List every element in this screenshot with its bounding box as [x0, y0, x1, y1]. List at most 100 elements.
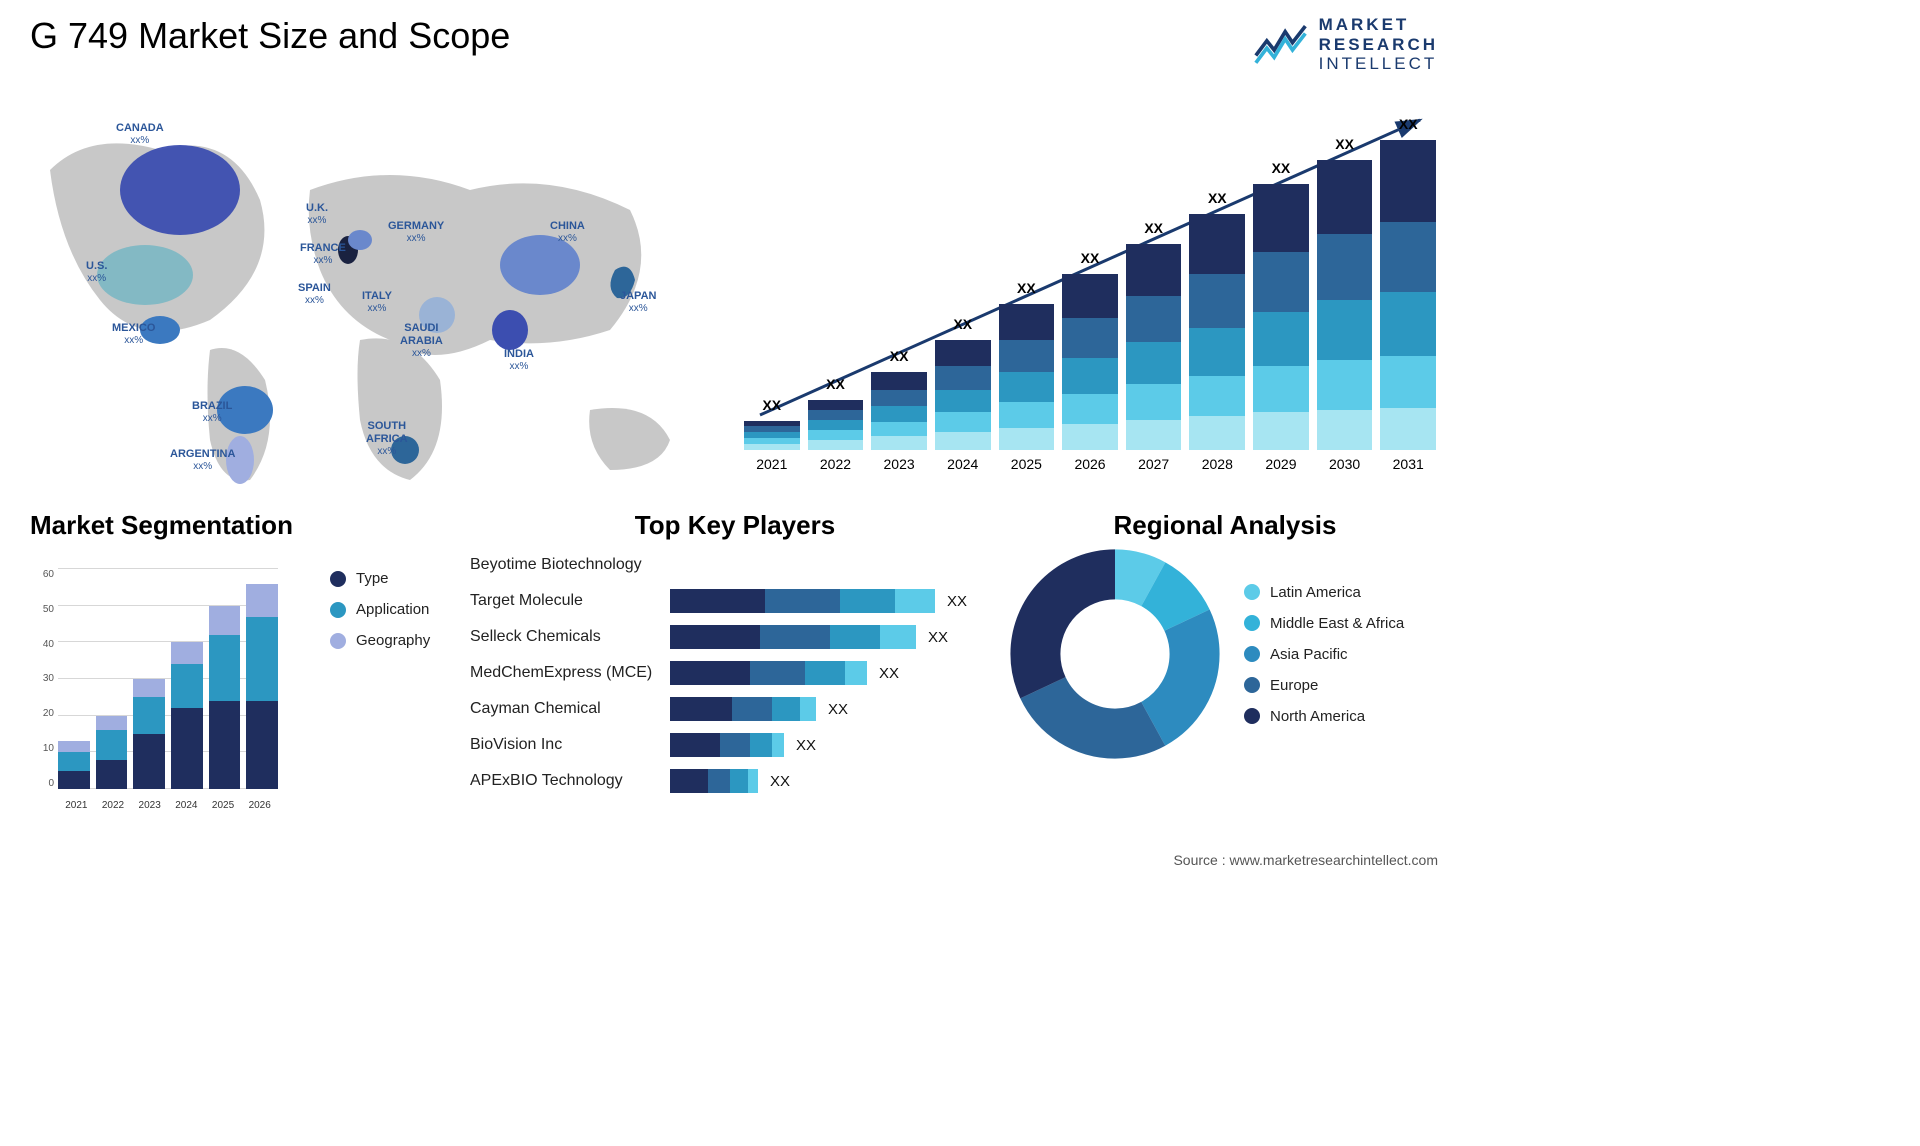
logo-text-3: INTELLECT	[1319, 54, 1438, 74]
stacked-bar-seg	[871, 390, 927, 406]
map-label-south-africa: SOUTHAFRICAxx%	[366, 420, 408, 458]
stacked-bar-seg	[1253, 184, 1309, 252]
map-label-france: FRANCExx%	[300, 242, 346, 267]
stacked-bar-seg	[935, 390, 991, 412]
seg-bar-seg	[133, 734, 165, 789]
stacked-bar-col: XX	[935, 340, 991, 450]
stacked-x-label: 2022	[804, 450, 868, 480]
stacked-x-label: 2030	[1313, 450, 1377, 480]
stacked-bar-seg	[1062, 274, 1118, 318]
map-label-saudi-arabia: SAUDIARABIAxx%	[400, 322, 443, 360]
stacked-bar-seg	[808, 410, 864, 420]
seg-bars	[58, 569, 278, 789]
seg-x-label: 2025	[205, 800, 242, 811]
legend-dot	[1244, 615, 1260, 631]
stacked-bar-seg	[999, 340, 1055, 372]
player-bar-seg	[670, 769, 708, 793]
player-value: XX	[796, 737, 816, 754]
seg-bar-seg	[171, 664, 203, 708]
stacked-bar-top-label: XX	[1253, 160, 1309, 176]
seg-x-label: 2021	[58, 800, 95, 811]
stacked-bar-col: XX	[1062, 274, 1118, 450]
player-bar-seg	[750, 733, 772, 757]
stacked-bar-seg	[1126, 342, 1182, 384]
brand-logo: MARKET RESEARCH INTELLECT	[1254, 15, 1438, 74]
stacked-x-label: 2023	[867, 450, 931, 480]
seg-bar-seg	[171, 642, 203, 664]
logo-icon	[1254, 22, 1309, 67]
player-bar-seg	[730, 769, 748, 793]
player-row: BioVision IncXX	[470, 727, 1000, 763]
player-value: XX	[828, 701, 848, 718]
seg-y-labels: 0102030405060	[30, 569, 54, 789]
players-section: Top Key Players Beyotime BiotechnologyTa…	[470, 510, 1000, 830]
segmentation-title: Market Segmentation	[30, 510, 450, 541]
stacked-bar-seg	[1189, 274, 1245, 328]
player-bar-seg	[830, 625, 880, 649]
stacked-bar-col: XX	[999, 304, 1055, 450]
player-bar-seg	[720, 733, 750, 757]
player-value: XX	[928, 629, 948, 646]
stacked-bars: XXXXXXXXXXXXXXXXXXXXXX	[740, 130, 1440, 450]
seg-bar-seg	[133, 697, 165, 734]
player-bar-seg	[840, 589, 895, 613]
player-bar	[670, 697, 816, 721]
player-bar	[670, 625, 916, 649]
stacked-bar-top-label: XX	[871, 348, 927, 364]
regional-legend-item: North America	[1244, 708, 1404, 725]
seg-bar-col	[246, 584, 278, 789]
stacked-bar-seg	[999, 304, 1055, 340]
stacked-bar-seg	[1253, 412, 1309, 450]
stacked-bar-col: XX	[871, 372, 927, 450]
player-bar-seg	[732, 697, 772, 721]
stacked-bar-seg	[999, 372, 1055, 402]
seg-bar-col	[133, 679, 165, 789]
regional-donut	[1010, 549, 1220, 759]
seg-bar-seg	[171, 708, 203, 789]
player-name: Target Molecule	[470, 592, 670, 610]
stacked-bar-top-label: XX	[808, 376, 864, 392]
stacked-x-label: 2024	[931, 450, 995, 480]
stacked-bar-col: XX	[744, 421, 800, 450]
seg-bar-seg	[246, 617, 278, 701]
stacked-bar-top-label: XX	[1380, 116, 1436, 132]
player-bar-seg	[800, 697, 816, 721]
seg-bar-seg	[133, 679, 165, 697]
regional-legend: Latin AmericaMiddle East & AfricaAsia Pa…	[1244, 584, 1404, 725]
players-title: Top Key Players	[470, 510, 1000, 541]
regional-legend-item: Middle East & Africa	[1244, 615, 1404, 632]
seg-legend-item: Geography	[330, 632, 430, 649]
stacked-x-label: 2026	[1058, 450, 1122, 480]
seg-bar-col	[58, 741, 90, 789]
seg-bar-seg	[58, 741, 90, 752]
stacked-x-label: 2031	[1376, 450, 1440, 480]
donut-hole	[1068, 607, 1163, 702]
player-bar-seg	[670, 625, 760, 649]
player-value: XX	[947, 593, 967, 610]
seg-y-tick: 50	[30, 604, 54, 615]
seg-bar-seg	[246, 584, 278, 617]
map-label-india: INDIAxx%	[504, 348, 534, 373]
stacked-bar-seg	[871, 372, 927, 390]
stacked-bar-seg	[1189, 328, 1245, 376]
market-size-chart: XXXXXXXXXXXXXXXXXXXXXX 20212022202320242…	[740, 100, 1440, 480]
player-row: Selleck Chemicals XX	[470, 619, 1000, 655]
player-bar-seg	[760, 625, 830, 649]
player-bar-seg	[772, 697, 800, 721]
stacked-bar-seg	[1317, 300, 1373, 360]
player-name: Selleck Chemicals	[470, 628, 670, 646]
seg-bar-seg	[246, 701, 278, 789]
stacked-bar-seg	[999, 402, 1055, 428]
map-label-italy: ITALYxx%	[362, 290, 392, 315]
stacked-bar-seg	[1380, 292, 1436, 356]
player-bar-seg	[895, 589, 935, 613]
stacked-bar-seg	[1062, 318, 1118, 358]
player-bar-seg	[765, 589, 840, 613]
segmentation-section: Market Segmentation 0102030405060 2021 20…	[30, 510, 450, 830]
seg-legend-item: Application	[330, 601, 430, 618]
stacked-bar-seg	[1380, 356, 1436, 408]
stacked-bar-top-label: XX	[1189, 190, 1245, 206]
legend-dot	[330, 602, 346, 618]
logo-text-1: MARKET	[1319, 15, 1438, 35]
player-bar	[670, 769, 758, 793]
